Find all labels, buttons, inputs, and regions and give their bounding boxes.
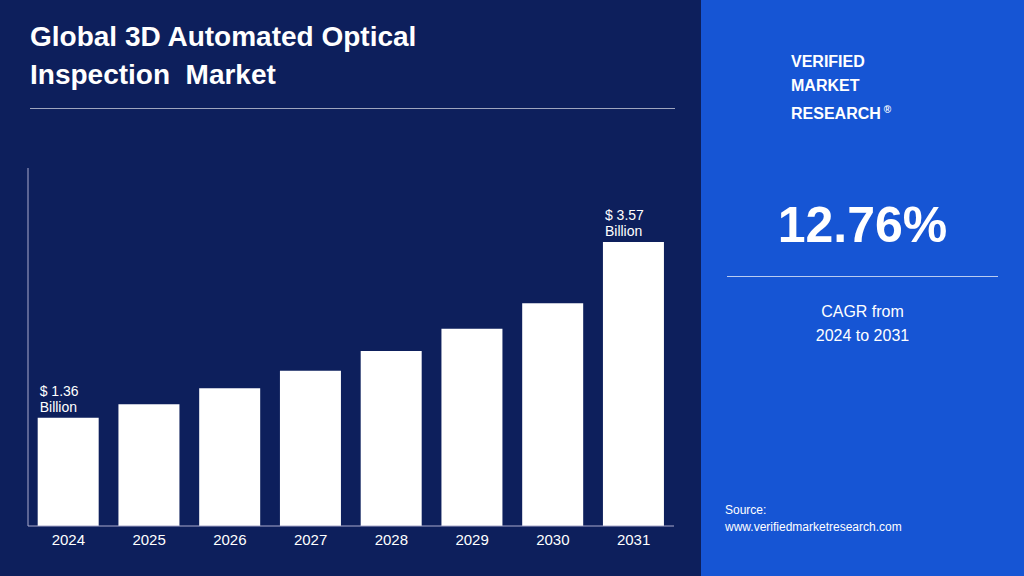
html-text:12.76%: 12.76% (777, 197, 948, 253)
html-text:Source: www.verifiedmarketrese: Source: www.verifiedmarketresearch.com (725, 503, 902, 534)
html-text:VERIFIED MARKET RESEARCH®: VERIFIED MARKET RESEARCH® (791, 53, 892, 123)
svg-text:2026: 2026 (213, 531, 246, 548)
svg-text:2025: 2025 (132, 531, 165, 548)
svg-text:2029: 2029 (455, 531, 488, 548)
svg-text:2030: 2030 (536, 531, 569, 548)
html-text:Global 3D Automated Optical In: Global 3D Automated Optical Inspection M… (30, 21, 417, 90)
svg-text:2024: 2024 (52, 531, 85, 548)
svg-text:2028: 2028 (375, 531, 408, 548)
svg-text:$ 1.36Billion: $ 1.36Billion (40, 383, 79, 415)
svg-text:$ 3.57Billion: $ 3.57Billion (605, 207, 644, 239)
html-text:CAGR from 2024 to 2031: CAGR from 2024 to 2031 (815, 303, 910, 344)
svg-text:2027: 2027 (294, 531, 327, 548)
svg-text:2031: 2031 (617, 531, 650, 548)
